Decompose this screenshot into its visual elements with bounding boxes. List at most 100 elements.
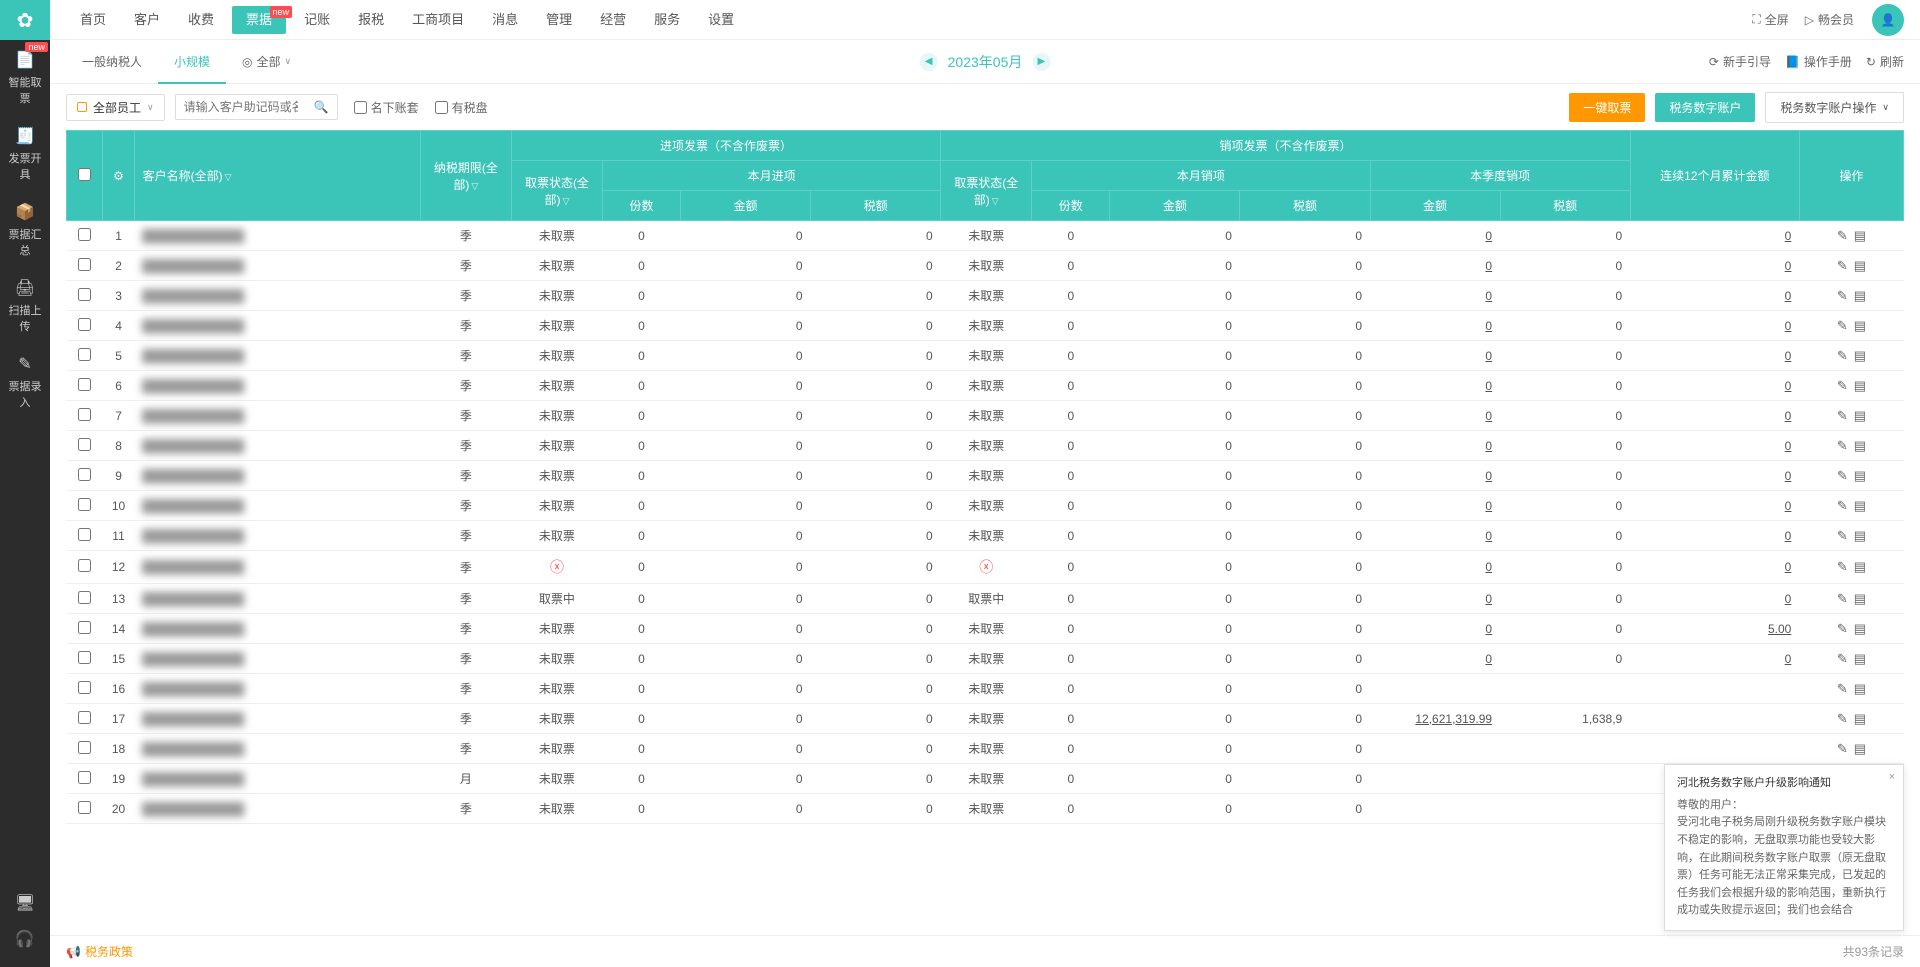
- row-checkbox[interactable]: [78, 438, 91, 451]
- nav-item-经营[interactable]: 经营: [586, 0, 640, 40]
- next-month-button[interactable]: ▶: [1032, 53, 1050, 71]
- customer-name[interactable]: ████████████: [134, 401, 420, 431]
- q-amount[interactable]: [1370, 674, 1500, 704]
- more-icon[interactable]: ▤: [1854, 468, 1866, 483]
- row-checkbox[interactable]: [78, 498, 91, 511]
- more-icon[interactable]: ▤: [1854, 348, 1866, 363]
- edit-icon[interactable]: ✎: [1837, 621, 1848, 636]
- edit-icon[interactable]: ✎: [1837, 228, 1848, 243]
- q-amount[interactable]: [1370, 764, 1500, 794]
- row-checkbox[interactable]: [78, 288, 91, 301]
- tax-policy-link[interactable]: 📢税务政策: [66, 943, 133, 960]
- more-icon[interactable]: ▤: [1854, 528, 1866, 543]
- accum-amount[interactable]: 0: [1630, 491, 1799, 521]
- accum-amount[interactable]: 0: [1630, 221, 1799, 251]
- tab-一般纳税人[interactable]: 一般纳税人: [66, 40, 158, 84]
- header-link-2[interactable]: ↻刷新: [1866, 53, 1904, 70]
- accum-amount[interactable]: 0: [1630, 281, 1799, 311]
- nav-item-票据[interactable]: 票据new: [232, 6, 286, 34]
- edit-icon[interactable]: ✎: [1837, 258, 1848, 273]
- period-header[interactable]: 纳税期限(全部)▽: [420, 131, 511, 221]
- more-icon[interactable]: ▤: [1854, 498, 1866, 513]
- accum-amount[interactable]: 0: [1630, 371, 1799, 401]
- edit-icon[interactable]: ✎: [1837, 498, 1848, 513]
- q-amount[interactable]: 0: [1370, 461, 1500, 491]
- more-icon[interactable]: ▤: [1854, 288, 1866, 303]
- prev-month-button[interactable]: ◀: [920, 53, 938, 71]
- search-input[interactable]: [176, 95, 306, 119]
- sidebar-item-0[interactable]: 📄智能取票new: [0, 40, 50, 116]
- q-amount[interactable]: 0: [1370, 251, 1500, 281]
- edit-icon[interactable]: ✎: [1837, 711, 1848, 726]
- q-amount[interactable]: 0: [1370, 521, 1500, 551]
- customer-name[interactable]: ████████████: [134, 704, 420, 734]
- nav-item-收费[interactable]: 收费: [174, 0, 228, 40]
- user-avatar[interactable]: 👤: [1872, 4, 1904, 36]
- more-icon[interactable]: ▤: [1854, 318, 1866, 333]
- accum-amount[interactable]: 0: [1630, 644, 1799, 674]
- accum-amount[interactable]: 0: [1630, 551, 1799, 584]
- q-amount[interactable]: 0: [1370, 401, 1500, 431]
- own-accounts-checkbox[interactable]: 名下账套: [354, 99, 419, 116]
- row-checkbox[interactable]: [78, 468, 91, 481]
- accum-amount[interactable]: 0: [1630, 584, 1799, 614]
- more-icon[interactable]: ▤: [1854, 741, 1866, 756]
- more-icon[interactable]: ▤: [1854, 711, 1866, 726]
- edit-icon[interactable]: ✎: [1837, 741, 1848, 756]
- one-click-fetch-button[interactable]: 一键取票: [1569, 93, 1645, 122]
- nav-item-首页[interactable]: 首页: [66, 0, 120, 40]
- nav-item-客户[interactable]: 客户: [120, 0, 174, 40]
- customer-name[interactable]: ████████████: [134, 461, 420, 491]
- customer-name[interactable]: ████████████: [134, 251, 420, 281]
- sidebar-item-4[interactable]: ✎票据录入: [0, 344, 50, 420]
- customer-name[interactable]: ████████████: [134, 551, 420, 584]
- more-icon[interactable]: ▤: [1854, 681, 1866, 696]
- accum-amount[interactable]: [1630, 734, 1799, 764]
- more-icon[interactable]: ▤: [1854, 651, 1866, 666]
- customer-name[interactable]: ████████████: [134, 431, 420, 461]
- row-checkbox[interactable]: [78, 651, 91, 664]
- q-amount[interactable]: 0: [1370, 281, 1500, 311]
- customer-name[interactable]: ████████████: [134, 311, 420, 341]
- gear-header[interactable]: ⚙: [103, 131, 134, 221]
- edit-icon[interactable]: ✎: [1837, 438, 1848, 453]
- row-checkbox[interactable]: [78, 591, 91, 604]
- customer-name[interactable]: ████████████: [134, 341, 420, 371]
- member-button[interactable]: ▷畅会员: [1797, 11, 1862, 28]
- accum-amount[interactable]: 0: [1630, 461, 1799, 491]
- app-logo[interactable]: ✿: [0, 0, 50, 40]
- digital-account-button[interactable]: 税务数字账户: [1655, 93, 1755, 122]
- q-amount[interactable]: 0: [1370, 371, 1500, 401]
- more-icon[interactable]: ▤: [1854, 591, 1866, 606]
- customer-name[interactable]: ████████████: [134, 764, 420, 794]
- accum-amount[interactable]: 0: [1630, 521, 1799, 551]
- row-checkbox[interactable]: [78, 771, 91, 784]
- customer-name[interactable]: ████████████: [134, 794, 420, 824]
- more-icon[interactable]: ▤: [1854, 258, 1866, 273]
- digital-ops-dropdown[interactable]: 税务数字账户操作∨: [1765, 92, 1904, 123]
- q-amount[interactable]: 0: [1370, 491, 1500, 521]
- row-checkbox[interactable]: [78, 228, 91, 241]
- more-icon[interactable]: ▤: [1854, 228, 1866, 243]
- accum-amount[interactable]: 0: [1630, 311, 1799, 341]
- row-checkbox[interactable]: [78, 378, 91, 391]
- row-checkbox[interactable]: [78, 801, 91, 814]
- customer-name[interactable]: ████████████: [134, 674, 420, 704]
- more-icon[interactable]: ▤: [1854, 378, 1866, 393]
- accum-amount[interactable]: [1630, 704, 1799, 734]
- q-amount[interactable]: [1370, 734, 1500, 764]
- has-tax-disk-checkbox[interactable]: 有税盘: [435, 99, 488, 116]
- row-checkbox[interactable]: [78, 318, 91, 331]
- customer-name[interactable]: ████████████: [134, 371, 420, 401]
- edit-icon[interactable]: ✎: [1837, 651, 1848, 666]
- edit-icon[interactable]: ✎: [1837, 591, 1848, 606]
- nav-item-消息[interactable]: 消息: [478, 0, 532, 40]
- edit-icon[interactable]: ✎: [1837, 528, 1848, 543]
- tab-小规模[interactable]: 小规模: [158, 40, 226, 84]
- customer-name[interactable]: ████████████: [134, 614, 420, 644]
- q-amount[interactable]: 0: [1370, 311, 1500, 341]
- in-status-header[interactable]: 取票状态(全部)▽: [511, 161, 602, 221]
- edit-icon[interactable]: ✎: [1837, 288, 1848, 303]
- more-icon[interactable]: ▤: [1854, 438, 1866, 453]
- sidebar-item-1[interactable]: 🧾发票开具: [0, 116, 50, 192]
